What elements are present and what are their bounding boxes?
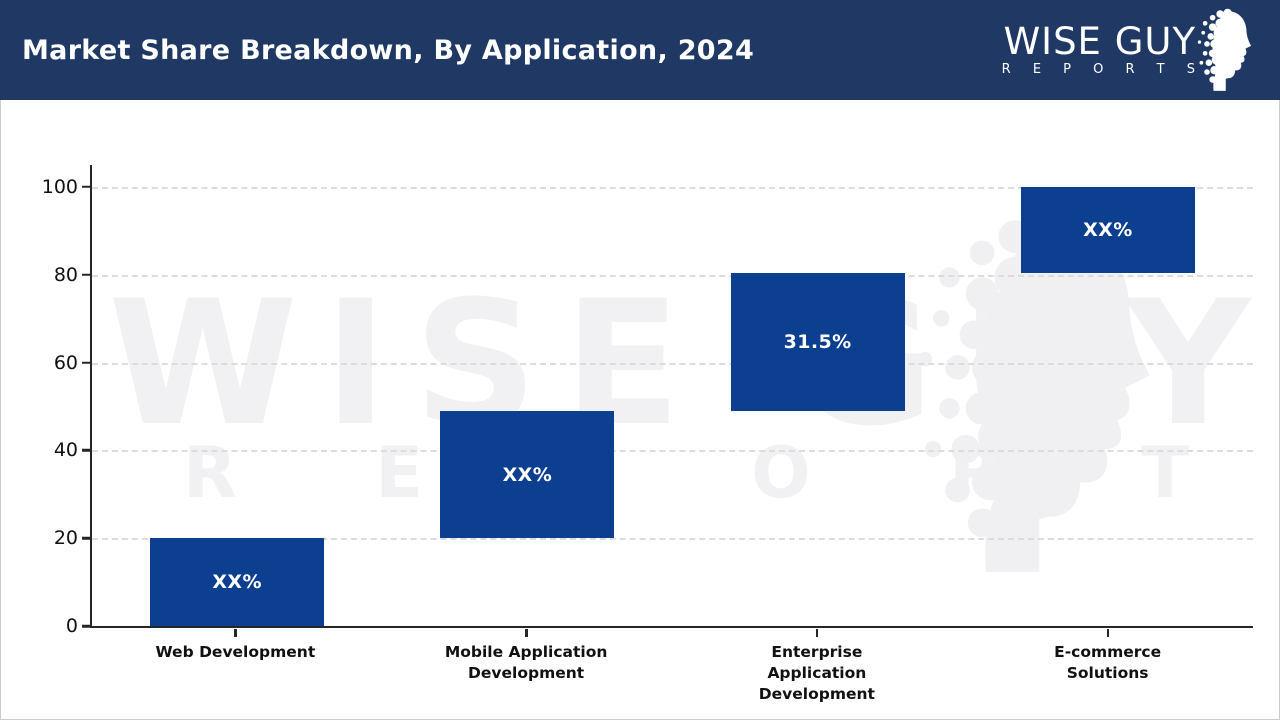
watermark-head-icon [917,214,1150,572]
gridline-60 [92,362,1253,365]
page-title: Market Share Breakdown, By Application, … [22,34,755,66]
gridline-40 [92,450,1253,453]
bar-value-label: 31.5% [783,330,852,353]
gridline-100 [92,186,1253,189]
bar-value-label: XX% [502,463,553,486]
x-tick-mark [234,629,237,637]
x-tick-mark [815,629,819,637]
y-tick-label-20: 20 [53,527,78,550]
y-tick-mark-80 [82,273,90,276]
logo-wordmark: WISE GUY R E P O R T S [996,19,1204,78]
dotted-head-icon [1197,8,1252,91]
gridline-80 [92,274,1253,277]
y-tick-mark-40 [82,449,90,452]
bar-segment: XX% [150,538,325,626]
y-tick-label-60: 60 [53,351,78,374]
y-tick-mark-0 [82,624,90,628]
y-tick-mark-100 [82,185,90,189]
y-tick-label-40: 40 [53,439,78,462]
x-axis-category: Web Development [90,629,381,705]
bar-segment: XX% [440,410,615,539]
wise-guy-logo: WISE GUY R E P O R T S [996,8,1252,93]
y-tick-mark-20 [82,536,90,540]
x-tick-mark [1106,629,1110,637]
bar-value-label: XX% [1083,218,1133,241]
x-tick-mark [525,629,528,637]
bar-segment: 31.5% [730,272,905,411]
logo-subtitle-text: R E P O R T S [1001,62,1204,78]
x-axis-category: Enterprise Application Development [672,629,963,705]
header: Market Share Breakdown, By Application, … [0,0,1280,100]
bar-segment: XX% [1020,186,1195,273]
bar-value-label: XX% [212,571,262,594]
plot-area: 0 20 40 60 80 100 XX% XX% 31.5% XX% [42,165,1253,637]
logo-title-text: WISE GUY [1003,19,1197,63]
x-axis-category: E-commerce Solutions [962,629,1253,705]
gridline-20 [92,538,1253,541]
y-tick-label-80: 80 [53,263,78,286]
y-tick-label-100: 100 [41,175,78,198]
x-axis-category: Mobile Application Development [381,629,672,705]
x-axis-labels: Web Development Mobile Application Develo… [90,629,1253,705]
y-tick-mark-60 [82,361,90,364]
y-tick-label-0: 0 [65,615,78,637]
